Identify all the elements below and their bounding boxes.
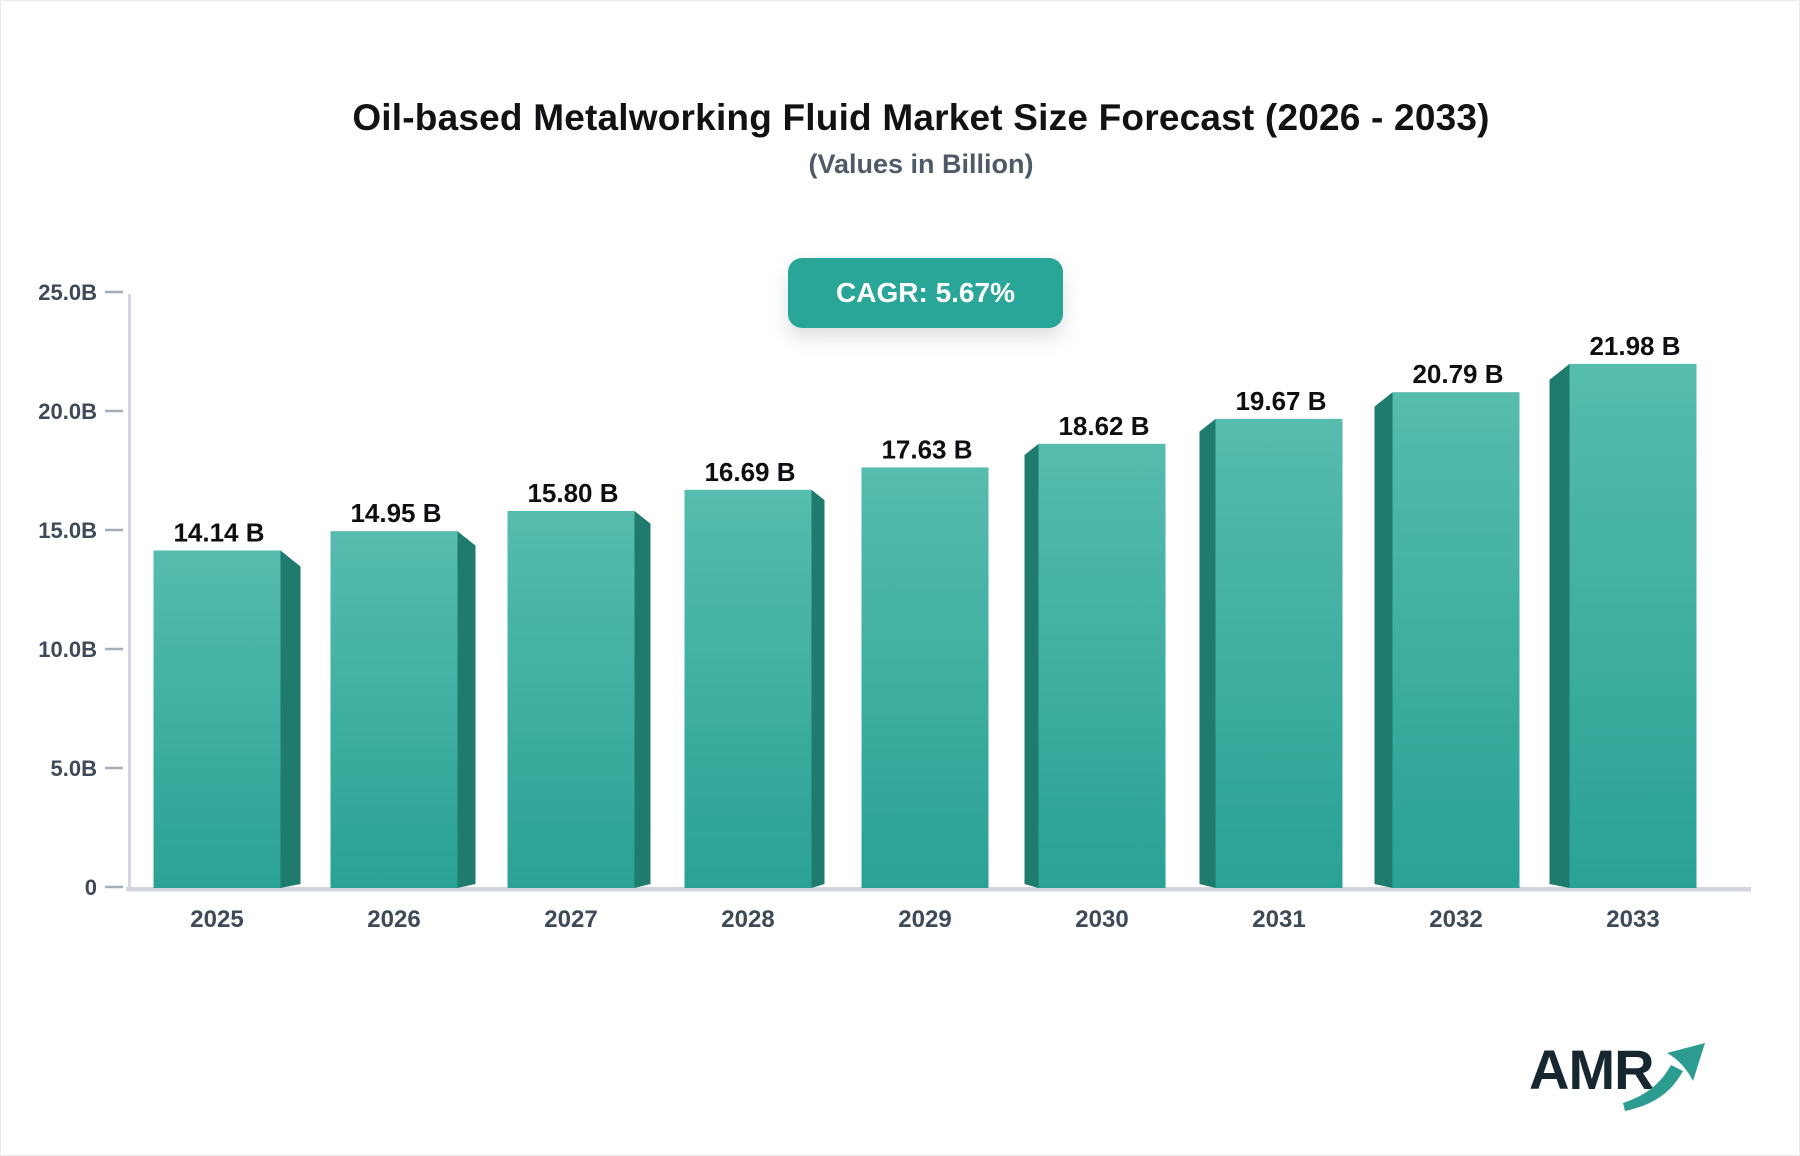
bar-2030[interactable]: 18.62 B [1024, 411, 1166, 888]
x-axis-label: 2031 [1252, 906, 1305, 933]
x-axis-label: 2033 [1606, 906, 1659, 933]
bar-2032[interactable]: 20.79 B [1374, 359, 1520, 888]
bar-front-face [1569, 363, 1697, 889]
bar-2027[interactable]: 15.80 B [507, 478, 651, 888]
y-axis-tick-label: 10.0B [38, 637, 97, 662]
bar-value-label: 16.69 B [704, 457, 795, 487]
y-axis-line [128, 294, 131, 890]
amr-logo-text: AMR [1529, 1038, 1655, 1101]
bar-front-face [1215, 418, 1343, 888]
bar-side-face [1374, 392, 1393, 888]
bar-value-label: 15.80 B [527, 478, 618, 508]
bar-value-label: 17.63 B [881, 434, 972, 464]
bar-2031[interactable]: 19.67 B [1199, 386, 1343, 888]
bar-front-face [1038, 443, 1166, 888]
bar-2025[interactable]: 14.14 B [153, 517, 301, 888]
bar-front-face [330, 531, 458, 888]
bar-value-label: 14.14 B [173, 517, 264, 547]
x-axis-label: 2030 [1075, 906, 1128, 933]
chart-subtitle: (Values in Billion) [808, 149, 1034, 179]
y-axis-tick-label: 20.0B [38, 399, 97, 424]
bar-value-label: 18.62 B [1058, 411, 1149, 441]
x-axis-label: 2026 [367, 906, 420, 933]
y-axis-tick-label: 0 [85, 875, 97, 900]
bar-side-face [634, 510, 651, 888]
bar-side-face [811, 489, 825, 888]
bar-2026[interactable]: 14.95 B [330, 498, 476, 888]
bar-front-face [507, 510, 635, 888]
bar-front-face [684, 489, 812, 888]
bar-front-face [153, 550, 281, 888]
bar-2028[interactable]: 16.69 B [684, 457, 825, 888]
bar-value-label: 21.98 B [1589, 331, 1680, 361]
y-axis-tick-label: 15.0B [38, 518, 97, 543]
y-axis-tick-label: 5.0B [51, 756, 97, 781]
bar-value-label: 14.95 B [350, 498, 441, 528]
x-axis-label: 2025 [190, 906, 243, 933]
bar-side-face [1199, 418, 1216, 888]
cagr-badge: CAGR: 5.67% [788, 258, 1063, 328]
bar-front-face [1392, 392, 1520, 888]
bar-side-face [457, 531, 476, 888]
amr-logo: AMR [1529, 1039, 1719, 1119]
bar-2029[interactable]: 17.63 B [861, 434, 989, 888]
bar-side-face [1549, 363, 1570, 889]
bar-value-label: 19.67 B [1235, 386, 1326, 416]
x-axis-label: 2032 [1429, 906, 1482, 933]
trend-up-arrow-icon [1623, 1043, 1705, 1111]
x-axis-label: 2027 [544, 906, 597, 933]
x-axis-line [126, 887, 1751, 892]
chart-title: Oil-based Metalworking Fluid Market Size… [352, 97, 1490, 138]
x-axis-label: 2029 [898, 906, 951, 933]
bar-2033[interactable]: 21.98 B [1549, 331, 1697, 889]
y-axis-tick-label: 25.0B [38, 280, 97, 305]
x-axis-label: 2028 [721, 906, 774, 933]
bar-side-face [1024, 443, 1039, 888]
bar-side-face [280, 550, 301, 888]
bar-value-label: 20.79 B [1412, 359, 1503, 389]
bar-front-face [861, 467, 989, 888]
